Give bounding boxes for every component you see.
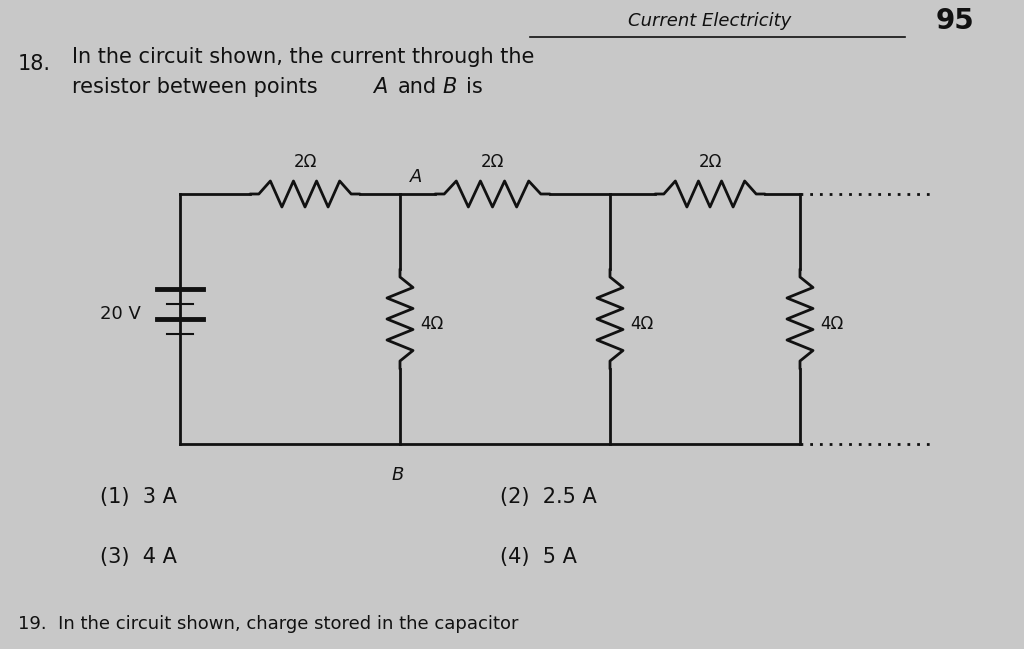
Text: A: A <box>410 168 422 186</box>
Text: (2)  2.5 A: (2) 2.5 A <box>500 487 597 507</box>
Text: (4)  5 A: (4) 5 A <box>500 547 577 567</box>
Text: 95: 95 <box>936 7 975 35</box>
Text: is: is <box>466 77 482 97</box>
Text: and: and <box>398 77 437 97</box>
Text: 4Ω: 4Ω <box>420 315 443 333</box>
Text: 20 V: 20 V <box>99 305 140 323</box>
Text: B: B <box>392 466 404 484</box>
Text: 2Ω: 2Ω <box>293 153 316 171</box>
Text: resistor between points: resistor between points <box>72 77 317 97</box>
Text: (1)  3 A: (1) 3 A <box>100 487 177 507</box>
Text: In the circuit shown, the current through the: In the circuit shown, the current throug… <box>72 47 535 67</box>
Text: 18.: 18. <box>18 54 51 74</box>
Text: 2Ω: 2Ω <box>481 153 504 171</box>
Text: 2Ω: 2Ω <box>698 153 722 171</box>
Text: 19.  In the circuit shown, charge stored in the capacitor: 19. In the circuit shown, charge stored … <box>18 615 518 633</box>
Text: 4Ω: 4Ω <box>820 315 843 333</box>
Text: Current Electricity: Current Electricity <box>629 12 792 30</box>
Text: 4Ω: 4Ω <box>630 315 653 333</box>
Text: A: A <box>373 77 387 97</box>
Text: B: B <box>442 77 457 97</box>
Text: (3)  4 A: (3) 4 A <box>100 547 177 567</box>
